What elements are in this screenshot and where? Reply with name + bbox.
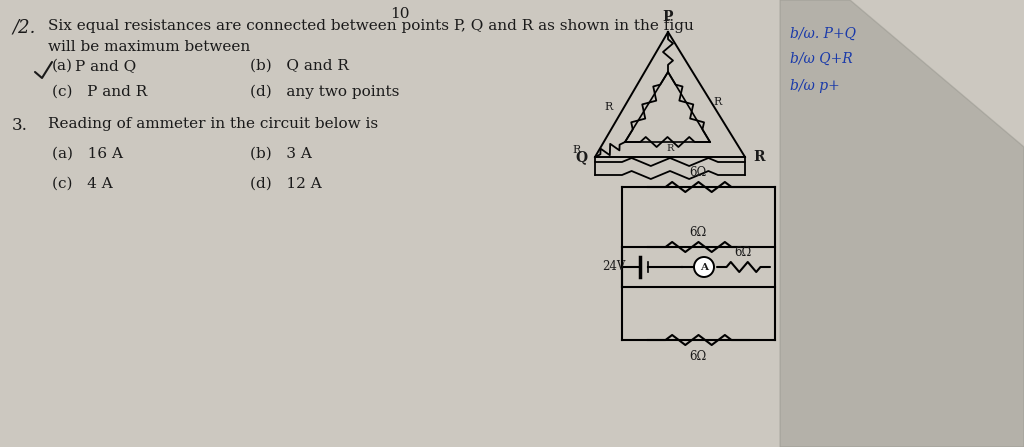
Polygon shape	[780, 0, 1024, 447]
Text: (b)   3 A: (b) 3 A	[250, 147, 312, 161]
Text: 6Ω: 6Ω	[734, 246, 752, 259]
Text: R: R	[572, 145, 581, 155]
Text: b/ω. P+Q: b/ω. P+Q	[790, 27, 856, 41]
Text: will be maximum between: will be maximum between	[48, 40, 250, 54]
Text: A: A	[700, 262, 708, 271]
Text: P: P	[663, 10, 673, 24]
Text: R: R	[753, 150, 765, 164]
Text: R: R	[713, 97, 721, 107]
Text: 6Ω: 6Ω	[689, 350, 707, 363]
Text: /2.: /2.	[12, 19, 36, 37]
Text: 3.: 3.	[12, 117, 28, 134]
Text: 24V: 24V	[603, 261, 626, 274]
Text: R: R	[605, 102, 613, 112]
Text: R: R	[667, 144, 674, 153]
Text: 6Ω: 6Ω	[689, 226, 707, 239]
Text: 6Ω: 6Ω	[689, 166, 707, 179]
Text: b/ω p+: b/ω p+	[790, 79, 840, 93]
Text: (d)   12 A: (d) 12 A	[250, 177, 322, 191]
Text: (a): (a)	[52, 59, 73, 73]
Text: b/ω Q+R: b/ω Q+R	[790, 52, 853, 66]
Text: (a)   16 A: (a) 16 A	[52, 147, 123, 161]
Text: (c)   P and R: (c) P and R	[52, 85, 147, 99]
Text: 10: 10	[390, 7, 410, 21]
Text: Q: Q	[574, 150, 587, 164]
Text: (c)   4 A: (c) 4 A	[52, 177, 113, 191]
Text: Six equal resistances are connected between points P, Q and R as shown in the fi: Six equal resistances are connected betw…	[48, 19, 694, 33]
Text: (d)   any two points: (d) any two points	[250, 85, 399, 99]
Text: (b)   Q and R: (b) Q and R	[250, 59, 349, 73]
Text: Reading of ammeter in the circuit below is: Reading of ammeter in the circuit below …	[48, 117, 378, 131]
Circle shape	[694, 257, 714, 277]
Text: P and Q: P and Q	[75, 59, 136, 73]
